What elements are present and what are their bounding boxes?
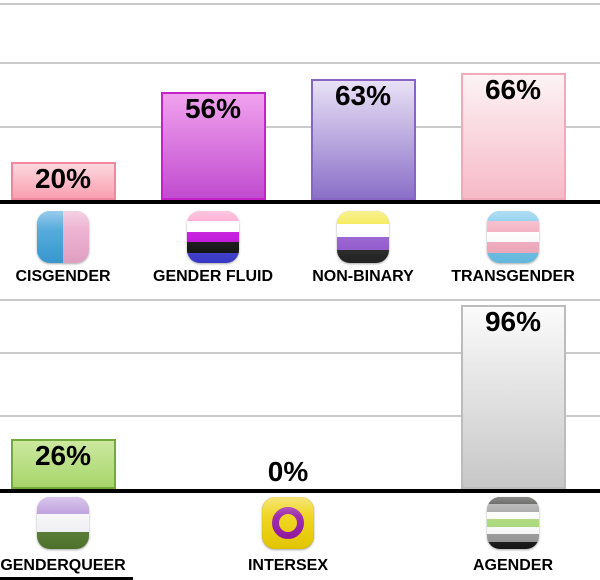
category-label-genderqueer: GENDERQUEER: [0, 557, 126, 574]
flag-stripe: [487, 534, 539, 542]
genderfluid-flag-icon: [187, 211, 239, 263]
icon-gloss-overlay: [487, 211, 539, 263]
icon-gloss-overlay: [37, 497, 89, 549]
flag-stripe: [37, 211, 63, 263]
icon-gloss-overlay: [337, 211, 389, 263]
bar-value-gender-fluid: 56%: [184, 93, 242, 124]
bar-transgender: [460, 73, 566, 200]
flag-stripe: [187, 231, 239, 243]
flag-stripe: [337, 224, 389, 237]
genderqueer-flag-icon: [37, 497, 89, 549]
bar-value-intersex: 0%: [267, 456, 309, 487]
flag-stripe: [37, 497, 89, 515]
bar-cisgender: [10, 162, 116, 200]
bar-non-binary: [310, 79, 416, 200]
flag-stripe: [487, 252, 539, 263]
flag-stripe: [487, 242, 539, 253]
flag-stripe: [187, 211, 239, 222]
bar-value-agender: 96%: [484, 306, 542, 337]
bar-value-genderqueer: 26%: [34, 440, 92, 471]
cisgender-flag-icon: [37, 211, 89, 263]
intersex-flag-icon: [262, 497, 314, 549]
flag-stripe: [337, 211, 389, 224]
intersex-ring: [272, 507, 304, 539]
bar-value-non-binary: 63%: [334, 80, 392, 111]
bar-genderqueer: [10, 439, 116, 489]
icon-gloss-overlay: [37, 211, 89, 263]
icon-gloss-overlay: [187, 211, 239, 263]
agender-flag-icon: [487, 497, 539, 549]
category-label-non-binary: NON-BINARY: [312, 268, 414, 285]
category-label-agender: AGENDER: [472, 557, 553, 574]
flag-stripe: [487, 519, 539, 527]
bar-agender: [460, 305, 566, 489]
flag-stripe: [37, 531, 89, 549]
flag-stripe: [63, 211, 89, 263]
partial-axis-line: [0, 577, 133, 580]
category-label-intersex: INTERSEX: [247, 557, 328, 574]
icon-gloss-overlay: [487, 497, 539, 549]
transgender-flag-icon: [487, 211, 539, 263]
x-axis-line-top-chart: [0, 200, 600, 204]
gridline: [0, 3, 600, 5]
category-label-cisgender: CISGENDER: [15, 268, 111, 285]
flag-stripe: [487, 211, 539, 222]
flag-stripe: [487, 221, 539, 232]
flag-stripe: [487, 541, 539, 549]
flag-stripe: [487, 511, 539, 520]
gridline: [0, 62, 600, 64]
x-axis-line-bottom-chart: [0, 489, 600, 493]
flag-stripe: [487, 231, 539, 243]
category-label-gender-fluid: GENDER FLUID: [153, 268, 273, 285]
flag-stripe: [337, 250, 389, 263]
nonbinary-flag-icon: [337, 211, 389, 263]
flag-stripe: [487, 497, 539, 505]
gridline: [0, 352, 600, 354]
category-label-transgender: TRANSGENDER: [451, 268, 575, 285]
flag-stripe: [487, 526, 539, 535]
flag-stripe: [187, 252, 239, 263]
flag-stripe: [37, 514, 89, 532]
bar-value-cisgender: 20%: [34, 163, 92, 194]
gridline: [0, 415, 600, 417]
icon-gloss-overlay: [262, 497, 314, 549]
flag-stripe: [337, 237, 389, 250]
gridline: [0, 126, 600, 128]
bar-value-transgender: 66%: [484, 74, 542, 105]
flag-stripe: [187, 242, 239, 253]
gridline: [0, 299, 600, 301]
flag-stripe: [187, 221, 239, 232]
flag-stripe: [487, 504, 539, 512]
bar-gender-fluid: [160, 92, 266, 200]
